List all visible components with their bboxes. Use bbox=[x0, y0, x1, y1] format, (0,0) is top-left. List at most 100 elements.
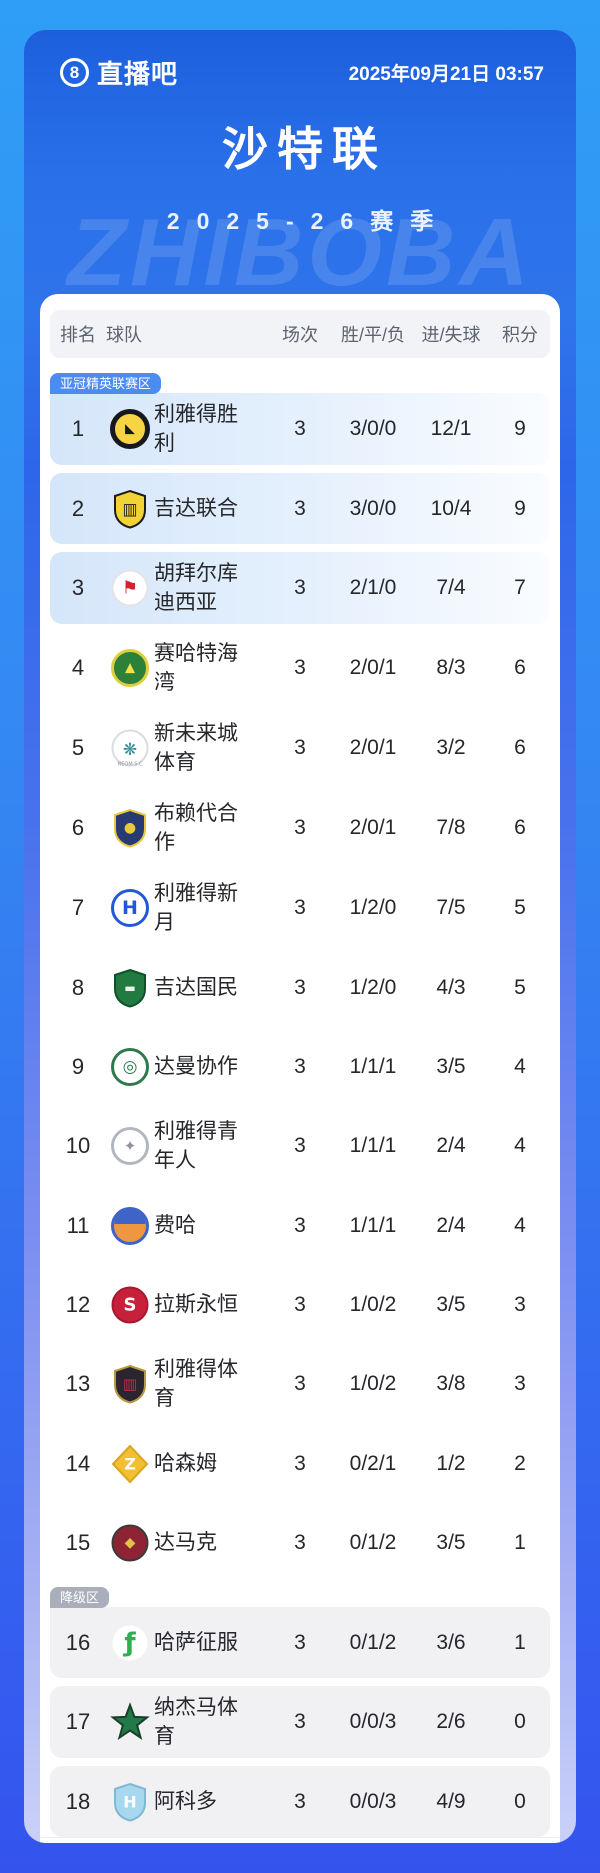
svg-text:◆: ◆ bbox=[125, 1535, 136, 1551]
points: 5 bbox=[514, 975, 526, 999]
al-riyadh-crest: ▥ bbox=[106, 1364, 154, 1404]
points: 6 bbox=[514, 656, 526, 679]
table-row-12[interactable]: 12 S 拉斯永恒 3 1/0/2 3/5 3 bbox=[50, 1269, 550, 1340]
svg-text:⚑: ⚑ bbox=[122, 578, 138, 599]
win-draw-loss: 2/0/1 bbox=[349, 656, 397, 679]
table-row-1[interactable]: 亚冠精英联赛区 1 ◣ 利雅得胜利 3 3/0/0 12/1 9 bbox=[50, 373, 550, 465]
svg-text:H: H bbox=[122, 897, 138, 919]
col-wdl: 胜/平/负 bbox=[340, 325, 405, 345]
table-row-14[interactable]: 14 Z 哈森姆 3 0/2/1 1/2 2 bbox=[50, 1428, 550, 1499]
card-footer: 8 直播吧 扫描二维码 体育赛事资讯平台 bbox=[40, 1837, 560, 1843]
table-row-11[interactable]: 11 费哈 3 1/1/1 2/4 4 bbox=[50, 1190, 550, 1261]
team-name: 利雅得新月 bbox=[154, 882, 238, 934]
goals-for-against: 2/4 bbox=[436, 1213, 466, 1237]
matches-played: 3 bbox=[294, 1530, 306, 1554]
table-row-7[interactable]: 7 H 利雅得新月 3 1/2/0 7/5 5 bbox=[50, 872, 550, 944]
team-name: 拉斯永恒 bbox=[154, 1293, 238, 1316]
team-name: 胡拜尔库迪西亚 bbox=[154, 562, 238, 614]
svg-text:✦: ✦ bbox=[124, 1137, 137, 1155]
svg-text:◎: ◎ bbox=[123, 1057, 138, 1077]
al-nassr-crest: ◣ bbox=[106, 409, 154, 449]
matches-played: 3 bbox=[294, 896, 306, 919]
goals-for-against: 4/3 bbox=[436, 975, 466, 999]
table-row-13[interactable]: 13 ▥ 利雅得体育 3 1/0/2 3/8 3 bbox=[50, 1348, 550, 1420]
matches-played: 3 bbox=[294, 1451, 306, 1475]
points: 1 bbox=[514, 1630, 526, 1654]
matches-played: 3 bbox=[294, 1054, 306, 1078]
win-draw-loss: 1/2/0 bbox=[349, 975, 397, 999]
col-team: 球队 bbox=[106, 325, 142, 345]
table-row-16[interactable]: 降级区 16 ƒ 哈萨征服 3 0/1/2 3/6 1 bbox=[50, 1587, 550, 1678]
win-draw-loss: 0/1/2 bbox=[349, 1630, 397, 1654]
standings-card: ZHIBOBA 8 直播吧 2025年09月21日 03:57 沙特联 2025… bbox=[24, 30, 576, 1843]
team-name: 阿科多 bbox=[154, 1790, 217, 1813]
team-rank: 9 bbox=[71, 1053, 85, 1079]
al-okhdood-crest: H bbox=[106, 1782, 154, 1822]
team-rank: 8 bbox=[71, 974, 85, 1000]
win-draw-loss: 1/2/0 bbox=[349, 896, 397, 919]
win-draw-loss: 2/1/0 bbox=[349, 576, 397, 599]
table-row-10[interactable]: 10 ✦ 利雅得青年人 3 1/1/1 2/4 4 bbox=[50, 1110, 550, 1182]
points: 3 bbox=[514, 1292, 526, 1316]
table-row-3[interactable]: 3 ⚑ 胡拜尔库迪西亚 3 2/1/0 7/4 7 bbox=[50, 552, 550, 624]
al-qadsiah-crest: ⚑ bbox=[106, 568, 154, 608]
svg-text:▥: ▥ bbox=[123, 1375, 137, 1393]
win-draw-loss: 0/0/3 bbox=[349, 1710, 397, 1733]
neom-sc-crest: ❋ NEOM S.C bbox=[106, 728, 154, 768]
svg-text:Z: Z bbox=[124, 1454, 136, 1473]
svg-text:▲: ▲ bbox=[125, 661, 135, 676]
team-rank: 13 bbox=[65, 1371, 91, 1396]
team-name: 达曼协作 bbox=[154, 1055, 238, 1078]
points: 3 bbox=[514, 1372, 526, 1395]
table-row-6[interactable]: 6 ● 布赖代合作 3 2/0/1 7/8 6 bbox=[50, 792, 550, 864]
col-goals: 进/失球 bbox=[421, 325, 481, 345]
season-label: 2025-26赛季 bbox=[166, 208, 451, 234]
svg-text:❋: ❋ bbox=[123, 740, 137, 760]
team-rank: 3 bbox=[71, 575, 85, 600]
page-title: 沙特联 bbox=[222, 123, 387, 175]
table-row-17[interactable]: 17 纳杰马体育 3 0/0/3 2/6 0 bbox=[50, 1686, 550, 1758]
matches-played: 3 bbox=[294, 417, 306, 440]
table-column-headers: 排名 球队 场次 胜/平/负 进/失球 积分 bbox=[50, 310, 550, 358]
matches-played: 3 bbox=[294, 975, 306, 999]
al-kholood-crest: S bbox=[106, 1285, 154, 1325]
points: 1 bbox=[514, 1530, 526, 1554]
team-name: 利雅得青年人 bbox=[154, 1120, 238, 1172]
matches-played: 3 bbox=[294, 1213, 306, 1237]
table-row-8[interactable]: 8 ▬ 吉达国民 3 1/2/0 4/3 5 bbox=[50, 952, 550, 1023]
al-shabab-crest: ✦ bbox=[106, 1126, 154, 1166]
win-draw-loss: 1/1/1 bbox=[349, 1213, 397, 1237]
goals-for-against: 10/4 bbox=[430, 496, 472, 520]
al-hilal-crest: H bbox=[106, 888, 154, 928]
matches-played: 3 bbox=[294, 576, 306, 599]
team-name: 哈萨征服 bbox=[154, 1631, 238, 1654]
svg-text:S: S bbox=[124, 1294, 137, 1315]
matches-played: 3 bbox=[294, 1710, 306, 1733]
goals-for-against: 8/3 bbox=[436, 656, 466, 679]
win-draw-loss: 1/0/2 bbox=[349, 1292, 397, 1316]
team-rank: 4 bbox=[71, 655, 85, 680]
points: 5 bbox=[514, 896, 526, 919]
goals-for-against: 7/4 bbox=[436, 576, 466, 599]
table-row-2[interactable]: 2 ▥ 吉达联合 3 3/0/0 10/4 9 bbox=[50, 473, 550, 544]
table-row-18[interactable]: 18 H 阿科多 3 0/0/3 4/9 0 bbox=[50, 1766, 550, 1837]
team-name: 吉达联合 bbox=[154, 497, 238, 520]
col-points: 积分 bbox=[502, 325, 538, 345]
points: 4 bbox=[514, 1134, 526, 1157]
goals-for-against: 2/6 bbox=[436, 1710, 466, 1733]
brand-name: 直播吧 bbox=[97, 59, 179, 89]
col-rank: 排名 bbox=[60, 325, 96, 345]
matches-played: 3 bbox=[294, 496, 306, 520]
table-row-15[interactable]: 15 ◆ 达马克 3 0/1/2 3/5 1 bbox=[50, 1507, 550, 1578]
table-row-4[interactable]: 4 ▲ 赛哈特海湾 3 2/0/1 8/3 6 bbox=[50, 632, 550, 704]
team-rank: 12 bbox=[65, 1291, 91, 1317]
team-name: 布赖代合作 bbox=[154, 802, 238, 854]
points: 7 bbox=[514, 576, 526, 599]
al-khaleej-crest: ▲ bbox=[106, 648, 154, 688]
matches-played: 3 bbox=[294, 1134, 306, 1157]
win-draw-loss: 2/0/1 bbox=[349, 736, 397, 759]
goals-for-against: 7/8 bbox=[436, 816, 466, 839]
team-name: 费哈 bbox=[154, 1214, 196, 1237]
table-row-5[interactable]: 5 ❋ NEOM S.C 新未来城体育 3 2/0/1 3/2 6 bbox=[50, 712, 550, 784]
table-row-9[interactable]: 9 ◎ 达曼协作 3 1/1/1 3/5 4 bbox=[50, 1031, 550, 1102]
